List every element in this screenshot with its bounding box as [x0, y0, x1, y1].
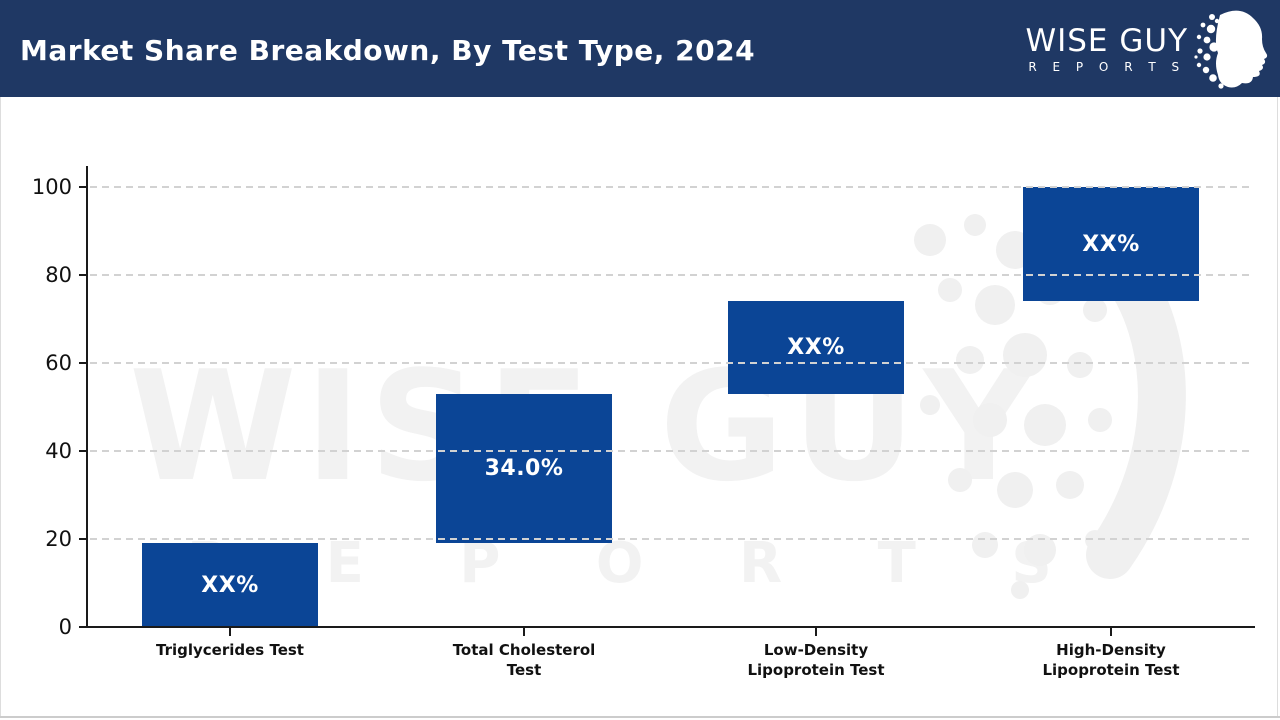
y-tick-mark: [79, 186, 87, 188]
header-bar: Market Share Breakdown, By Test Type, 20…: [0, 0, 1280, 97]
logo-wordmark: WISE GUY: [1025, 23, 1188, 59]
bar-total-cholesterol: 34.0%: [436, 393, 612, 544]
y-tick-mark: [79, 362, 87, 364]
y-tick-mark: [79, 274, 87, 276]
logo-face-icon: [1194, 10, 1268, 89]
y-tick-mark: [79, 538, 87, 540]
bar-low-density: XX%: [728, 301, 904, 394]
bar-high-density: XX%: [1023, 187, 1199, 302]
x-category-label: High-Density Lipoprotein Test: [1042, 641, 1180, 679]
gridline-80: [90, 274, 1253, 276]
page-title: Market Share Breakdown, By Test Type, 20…: [20, 34, 756, 67]
y-tick-mark: [79, 450, 87, 452]
gridline-60: [90, 362, 1253, 364]
y-tick-label: 80: [45, 263, 72, 287]
x-category-label: Total Cholesterol Test: [452, 641, 596, 679]
bar-value-label: 34.0%: [484, 456, 564, 482]
bottom-border: [0, 716, 1280, 718]
bar-value-label: XX%: [787, 335, 845, 361]
y-tick-label: 60: [45, 351, 72, 375]
x-category-label: Low-Density Lipoprotein Test: [747, 641, 885, 679]
bar-value-label: XX%: [1082, 231, 1140, 257]
gridline-40: [90, 450, 1253, 452]
y-tick-mark: [79, 626, 87, 628]
y-tick-label: 100: [31, 175, 72, 199]
logo-subtitle: R E P O R T S: [1028, 60, 1186, 74]
bar-triglycerides-test: XX%: [142, 543, 318, 627]
x-tick-mark: [229, 628, 231, 636]
bar-value-label: XX%: [201, 572, 259, 598]
gridline-20: [90, 538, 1253, 540]
wiseguy-logo: WISE GUY R E P O R T S: [1025, 6, 1270, 92]
y-tick-label: 20: [45, 527, 72, 551]
gridline-100: [90, 186, 1253, 188]
watermark-subtitle: R E P O R T S: [187, 531, 1090, 596]
y-tick-label: 0: [58, 615, 72, 639]
x-tick-mark: [815, 628, 817, 636]
y-tick-label: 40: [45, 439, 72, 463]
x-category-label: Triglycerides Test: [156, 641, 304, 659]
x-tick-mark: [1110, 628, 1112, 636]
x-axis-line: [86, 626, 1255, 628]
x-tick-mark: [523, 628, 525, 636]
y-axis-line: [86, 166, 88, 628]
